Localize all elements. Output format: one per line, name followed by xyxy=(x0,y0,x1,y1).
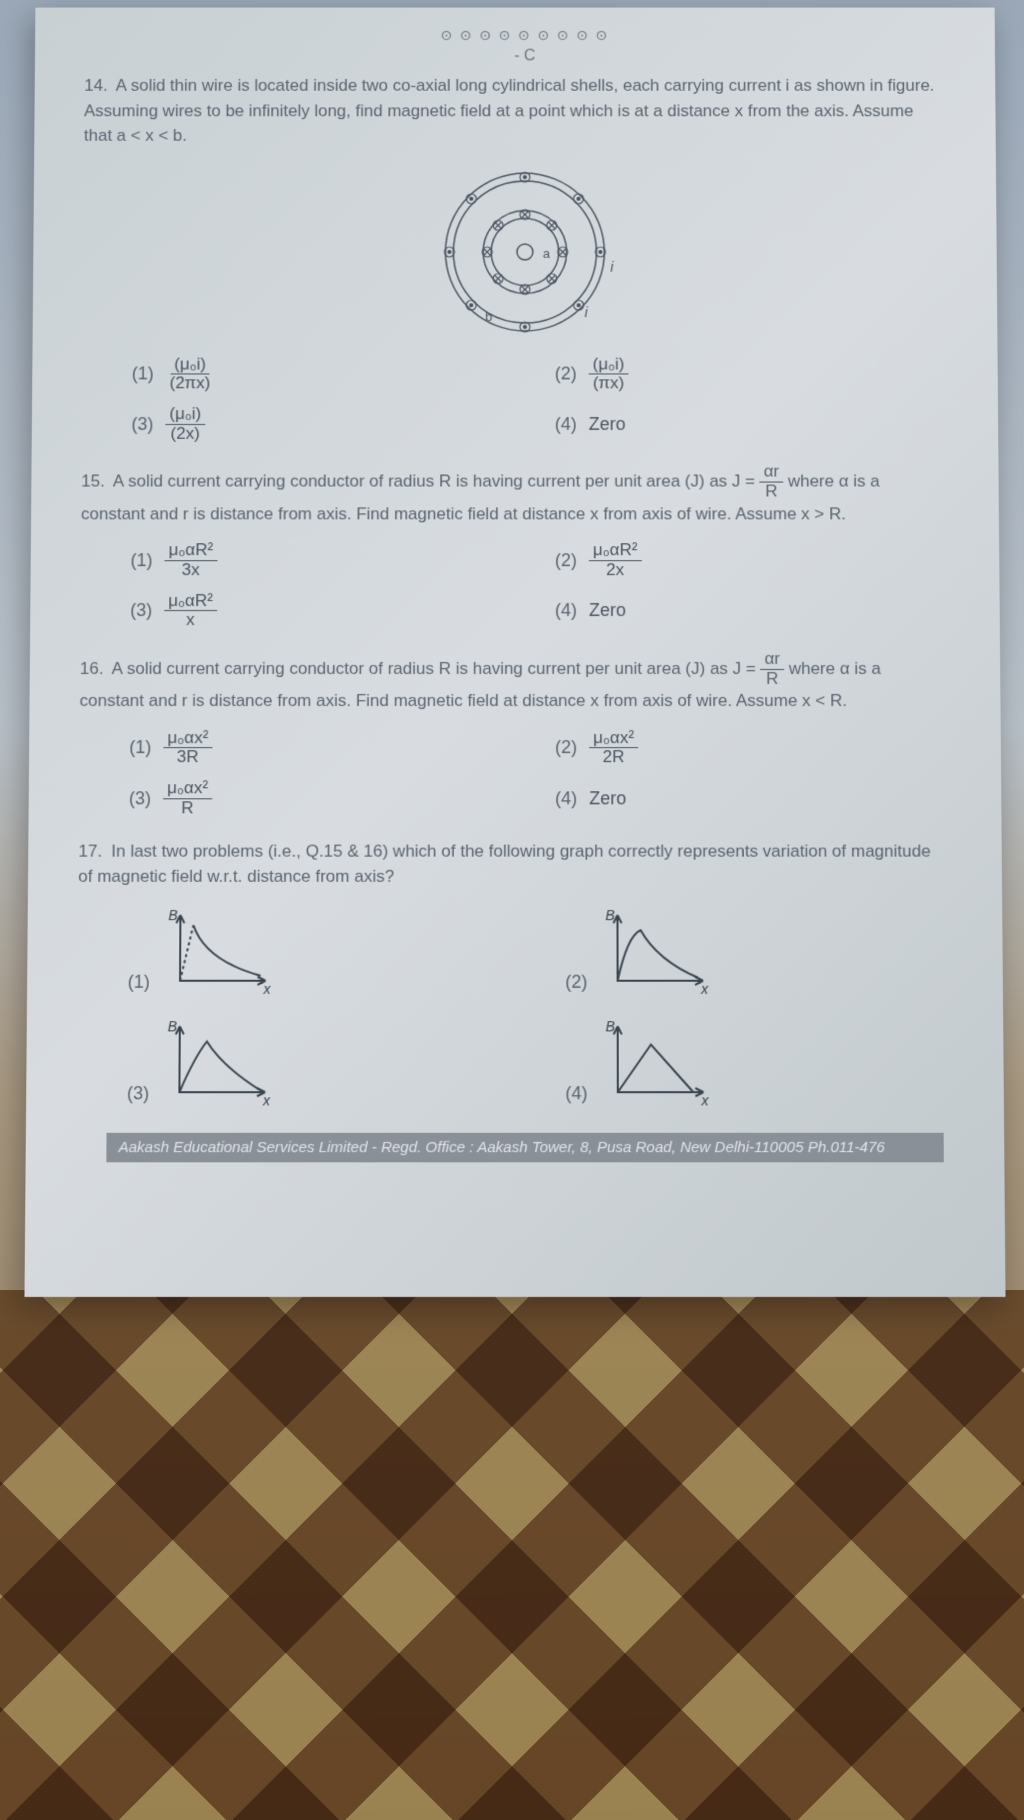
graph-4-icon: B x xyxy=(603,1016,714,1107)
q14-opt2: (2) (μ₀i)(πx) xyxy=(555,355,938,393)
q15-opt3: (3) μ₀αR²x xyxy=(130,592,515,630)
svg-text:B: B xyxy=(605,906,614,922)
q16-pre: A solid current carrying conductor of ra… xyxy=(112,659,761,678)
q14-figure: a b i i xyxy=(112,163,938,340)
page-footer: Aakash Educational Services Limited - Re… xyxy=(106,1132,943,1161)
q15-opt4: (4) Zero xyxy=(555,592,940,630)
q16-text: 16. A solid current carrying conductor o… xyxy=(79,650,940,714)
q15-pre: A solid current carrying conductor of ra… xyxy=(113,472,760,491)
q17-options: (1) B x (2) xyxy=(127,905,944,1107)
q14-text: 14. A solid thin wire is located inside … xyxy=(84,73,937,148)
q17-opt3: (3) B x xyxy=(127,1016,505,1107)
q15-options: (1) μ₀αR²3x (2) μ₀αR²2x (3) μ₀αR²x (4) Z… xyxy=(130,541,940,630)
coaxial-shells-diagram: a b i i xyxy=(425,163,624,340)
graph-3-icon: B x xyxy=(164,1016,275,1107)
q16-options: (1) μ₀αx²3R (2) μ₀αx²2R (3) μ₀αx²R (4) Z… xyxy=(129,729,941,818)
floor-background xyxy=(0,1290,1024,1820)
label-c: - C xyxy=(114,48,936,66)
q14-opt4-text: Zero xyxy=(589,411,626,438)
q17-body: In last two problems (i.e., Q.15 & 16) w… xyxy=(78,841,931,886)
exam-page: ⊙ ⊙ ⊙ ⊙ ⊙ ⊙ ⊙ ⊙ ⊙ - C 14. A solid thin w… xyxy=(24,8,1005,1297)
q16-number: 16. xyxy=(80,656,108,682)
graph-1-icon: B x xyxy=(165,905,276,996)
q14-opt1: (1) (μ₀i)(2πx) xyxy=(132,355,515,393)
label-a: a xyxy=(543,245,551,260)
question-17: 17. In last two problems (i.e., Q.15 & 1… xyxy=(107,838,944,1107)
q15-number: 15. xyxy=(81,469,109,494)
q17-opt2: (2) B x xyxy=(565,905,942,996)
svg-text:x: x xyxy=(262,1092,271,1107)
q14-opt4: (4) Zero xyxy=(555,405,939,443)
q16-opt1: (1) μ₀αx²3R xyxy=(129,729,515,767)
q16-opt4-text: Zero xyxy=(589,785,626,812)
q15-text: 15. A solid current carrying conductor o… xyxy=(81,463,939,527)
graph-2-icon: B x xyxy=(602,905,713,996)
q15-opt1: (1) μ₀αR²3x xyxy=(130,541,515,579)
q17-opt1: (1) B x xyxy=(128,905,505,996)
q16-opt4: (4) Zero xyxy=(555,779,941,818)
label-i: i xyxy=(610,258,614,274)
label-b: b xyxy=(485,309,492,324)
q16-opt2: (2) μ₀αx²2R xyxy=(555,729,941,767)
question-15: 15. A solid current carrying conductor o… xyxy=(110,463,940,630)
q17-text: 17. In last two problems (i.e., Q.15 & 1… xyxy=(78,838,942,889)
top-symbols: ⊙ ⊙ ⊙ ⊙ ⊙ ⊙ ⊙ ⊙ ⊙ xyxy=(114,27,935,44)
label-i2: i xyxy=(585,304,589,320)
q16-opt3: (3) μ₀αx²R xyxy=(129,779,515,818)
q14-options: (1) (μ₀i)(2πx) (2) (μ₀i)(πx) (3) (μ₀i)(2… xyxy=(131,355,938,443)
svg-text:x: x xyxy=(700,980,709,995)
q17-number: 17. xyxy=(78,838,106,864)
q17-opt4: (4) B x xyxy=(565,1016,943,1107)
q14-opt3: (3) (μ₀i)(2x) xyxy=(131,405,515,443)
question-14: 14. A solid thin wire is located inside … xyxy=(111,73,938,443)
svg-text:B: B xyxy=(168,906,177,922)
q14-body: A solid thin wire is located inside two … xyxy=(84,76,935,145)
svg-text:x: x xyxy=(262,980,271,995)
svg-text:B: B xyxy=(168,1018,177,1034)
svg-text:B: B xyxy=(606,1018,615,1034)
q14-number: 14. xyxy=(84,73,112,98)
q15-opt4-text: Zero xyxy=(589,597,626,624)
svg-text:x: x xyxy=(700,1092,709,1107)
question-16: 16. A solid current carrying conductor o… xyxy=(109,650,942,818)
q15-opt2: (2) μ₀αR²2x xyxy=(555,541,940,579)
